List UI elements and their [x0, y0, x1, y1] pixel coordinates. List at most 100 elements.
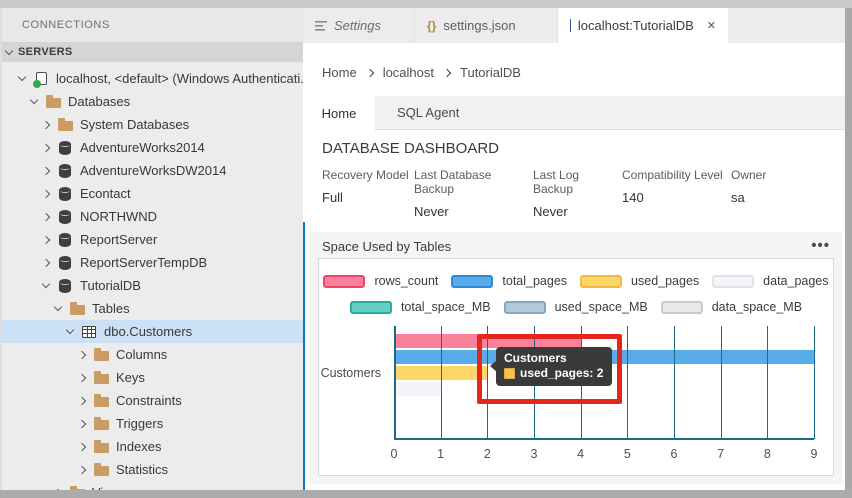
legend-item-data_space_MB[interactable]: data_space_MB	[660, 300, 803, 314]
folder-icon	[68, 301, 86, 317]
tab-sql-agent[interactable]: SQL Agent	[397, 105, 460, 120]
gridline	[627, 326, 629, 439]
legend-item-data_pages[interactable]: data_pages	[712, 274, 829, 288]
window-edge-left	[0, 0, 2, 498]
legend-item-total_pages[interactable]: total_pages	[451, 274, 567, 288]
tab-home[interactable]: Home	[303, 96, 375, 130]
legend-swatch-icon	[503, 300, 546, 314]
legend-item-total_space_MB[interactable]: total_space_MB	[349, 300, 491, 314]
x-tick-label: 0	[390, 447, 398, 461]
tree-item-constraints[interactable]: Constraints	[2, 389, 303, 412]
legend-swatch-icon	[712, 274, 755, 288]
chevron-right-icon[interactable]	[74, 462, 90, 478]
chevron-right-icon	[442, 68, 452, 77]
gridline	[814, 326, 815, 439]
gridline	[767, 326, 769, 439]
tree-item-northwnd[interactable]: NORTHWND	[2, 205, 303, 228]
database-icon	[56, 278, 74, 294]
chevron-right-icon[interactable]	[38, 232, 54, 248]
tree-item-localhost-default-windows-authenticati-[interactable]: localhost, <default> (Windows Authentica…	[2, 67, 303, 90]
close-icon[interactable]: ✕	[706, 20, 716, 32]
chevron-right-icon[interactable]	[74, 370, 90, 386]
tree-item-dbo-customers[interactable]: dbo.Customers	[2, 320, 303, 343]
tree-item-indexes[interactable]: Indexes	[2, 435, 303, 458]
sidebar-title: CONNECTIONS	[2, 8, 303, 42]
breadcrumb: Home localhost TutorialDB	[303, 43, 845, 96]
chevron-right-icon[interactable]	[38, 186, 54, 202]
legend-item-used_pages[interactable]: used_pages	[580, 274, 699, 288]
breadcrumb-item-localhost[interactable]: localhost	[382, 65, 434, 80]
folder-icon	[92, 393, 110, 409]
tree-item-statistics[interactable]: Statistics	[2, 458, 303, 481]
tree-item-views[interactable]: Views	[2, 481, 303, 490]
plot-area: Customers used_pages: 2	[394, 326, 815, 440]
property-value: Never	[533, 204, 568, 219]
tree-item-label: Indexes	[116, 439, 162, 454]
chevron-down-icon[interactable]	[62, 324, 78, 340]
legend-item-used_space_MB[interactable]: used_space_MB	[503, 300, 648, 314]
database-icon	[56, 209, 74, 225]
legend-label: data_space_MB	[711, 300, 803, 314]
breadcrumb-item-tutorialdb[interactable]: TutorialDB	[460, 65, 521, 80]
bar-data_pages[interactable]	[394, 382, 441, 396]
tree-item-label: AdventureWorks2014	[80, 140, 205, 155]
chevron-right-icon[interactable]	[74, 416, 90, 432]
tree-item-label: Constraints	[116, 393, 182, 408]
property-value: 140	[622, 190, 644, 205]
x-tick-label: 9	[810, 447, 818, 461]
tree-item-triggers[interactable]: Triggers	[2, 412, 303, 435]
tab-settings-json[interactable]: {} settings.json	[415, 8, 558, 43]
tree-item-columns[interactable]: Columns	[2, 343, 303, 366]
tree-item-label: ReportServerTempDB	[80, 255, 208, 270]
tooltip-series-line: used_pages: 2	[504, 366, 603, 381]
folder-icon	[44, 94, 62, 110]
tree-item-label: AdventureWorksDW2014	[80, 163, 227, 178]
property-compatibility-level: Compatibility Level 140	[622, 168, 731, 219]
legend-label: data_pages	[763, 274, 829, 288]
chevron-right-icon[interactable]	[38, 140, 54, 156]
tree-item-label: Statistics	[116, 462, 169, 477]
app-body: CONNECTIONS SERVERS localhost, <default>…	[2, 8, 845, 490]
database-icon	[56, 140, 74, 156]
tree-item-econtact[interactable]: Econtact	[2, 182, 303, 205]
chevron-right-icon[interactable]	[38, 209, 54, 225]
chevron-down-icon[interactable]	[38, 278, 54, 294]
chevron-right-icon[interactable]	[38, 163, 54, 179]
chevron-down-icon[interactable]	[14, 71, 30, 87]
legend-item-rows_count[interactable]: rows_count	[323, 274, 438, 288]
chevron-right-icon[interactable]	[74, 347, 90, 363]
tree-item-keys[interactable]: Keys	[2, 366, 303, 389]
ellipsis-menu-icon[interactable]: •••	[811, 237, 830, 254]
tree-item-label: NORTHWND	[80, 209, 158, 224]
tree-item-tables[interactable]: Tables	[2, 297, 303, 320]
tree-item-label: localhost, <default> (Windows Authentica…	[56, 71, 303, 86]
tree-item-reportserver[interactable]: ReportServer	[2, 228, 303, 251]
x-tick-label: 3	[530, 447, 538, 461]
servers-section-header[interactable]: SERVERS	[2, 42, 303, 62]
folder-icon	[56, 117, 74, 133]
legend-label: total_pages	[502, 274, 568, 288]
tree-item-reportservertempdb[interactable]: ReportServerTempDB	[2, 251, 303, 274]
tree-item-tutorialdb[interactable]: TutorialDB	[2, 274, 303, 297]
tree-item-adventureworks2014[interactable]: AdventureWorks2014	[2, 136, 303, 159]
chevron-right-icon[interactable]	[74, 393, 90, 409]
chevron-right-icon[interactable]	[38, 117, 54, 133]
chevron-right-icon[interactable]	[74, 439, 90, 455]
tree-item-adventureworksdw2014[interactable]: AdventureWorksDW2014	[2, 159, 303, 182]
tree-item-databases[interactable]: Databases	[2, 90, 303, 113]
x-axis-line	[394, 438, 814, 440]
chevron-down-icon[interactable]	[50, 301, 66, 317]
tab-settings[interactable]: Settings	[303, 8, 415, 43]
window-edge-bottom	[0, 490, 852, 498]
chevron-right-icon[interactable]	[38, 255, 54, 271]
breadcrumb-item-home[interactable]: Home	[322, 65, 357, 80]
tab-localhost-tutorialdb[interactable]: localhost:TutorialDB ✕	[558, 8, 728, 43]
page-title: DATABASE DASHBOARD	[322, 140, 499, 157]
tree-item-label: Views	[92, 485, 126, 490]
panel-sash[interactable]	[303, 222, 305, 490]
tab-label: settings.json	[443, 18, 516, 33]
tree-item-system-databases[interactable]: System Databases	[2, 113, 303, 136]
servers-section-label: SERVERS	[18, 46, 73, 58]
chevron-down-icon[interactable]	[26, 94, 42, 110]
